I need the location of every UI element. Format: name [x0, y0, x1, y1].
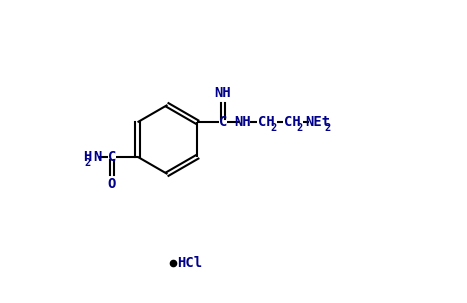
Text: O: O — [108, 177, 116, 191]
Text: NEt: NEt — [305, 115, 330, 129]
Text: 2: 2 — [296, 123, 303, 133]
Text: 2: 2 — [270, 123, 276, 133]
Text: 2: 2 — [84, 158, 91, 168]
Text: HCl: HCl — [177, 256, 203, 270]
Text: CH: CH — [258, 115, 275, 129]
Text: C: C — [108, 150, 116, 164]
Text: N: N — [93, 150, 102, 164]
Text: 2: 2 — [325, 123, 331, 133]
Text: C: C — [219, 115, 227, 129]
Text: CH: CH — [284, 115, 301, 129]
Text: H: H — [83, 150, 91, 164]
Text: NH: NH — [234, 115, 251, 129]
Text: NH: NH — [214, 86, 231, 100]
